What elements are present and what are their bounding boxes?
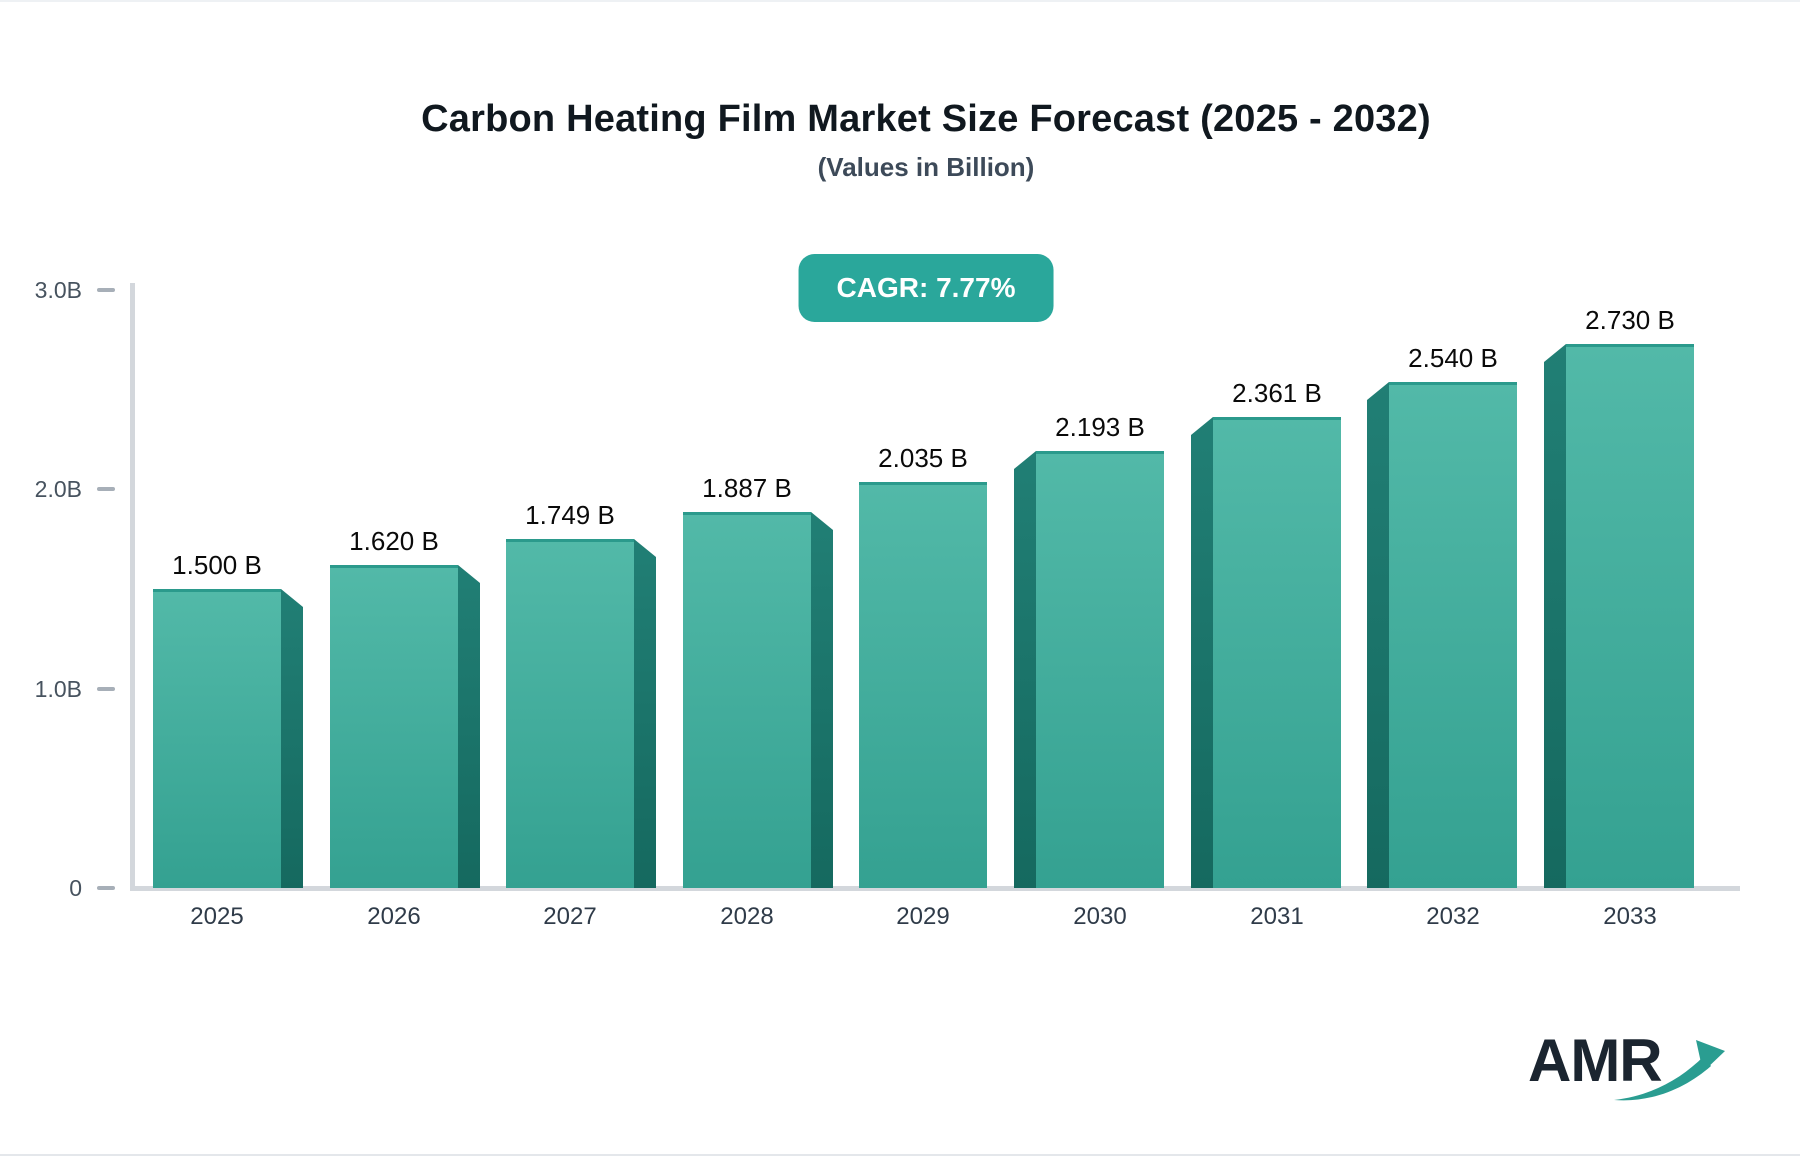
bar xyxy=(859,482,987,888)
bar xyxy=(1367,382,1517,888)
y-tick-label: 0 xyxy=(69,875,82,901)
bar-value-label: 1.749 B xyxy=(525,500,615,530)
y-tick-label: 2.0B xyxy=(34,476,82,502)
chart-title: Carbon Heating Film Market Size Forecast… xyxy=(421,98,1431,140)
bar-value-label: 1.500 B xyxy=(172,550,262,580)
bar-front-face xyxy=(153,589,281,888)
bar-value-label: 2.361 B xyxy=(1232,378,1322,408)
bar xyxy=(153,589,303,888)
bar-side-face xyxy=(458,565,480,888)
amr-logo-text: AMR xyxy=(1528,1027,1663,1094)
bar-value-label: 1.887 B xyxy=(702,473,792,503)
bar-side-face xyxy=(1544,344,1566,888)
x-tick-label: 2028 xyxy=(720,903,774,930)
bar-value-label: 2.035 B xyxy=(878,443,968,473)
x-tick-label: 2029 xyxy=(896,903,950,930)
bar xyxy=(330,565,480,888)
x-tick-label: 2031 xyxy=(1250,903,1304,930)
x-tick-label: 2026 xyxy=(367,903,421,930)
x-axis-baseline xyxy=(130,886,1740,891)
bar-front-face xyxy=(506,539,634,888)
bar xyxy=(683,512,833,888)
cagr-badge: CAGR: 7.77% xyxy=(798,254,1054,322)
bar-front-face xyxy=(1566,344,1694,888)
y-axis-line xyxy=(130,283,135,891)
x-tick-label: 2032 xyxy=(1426,903,1480,930)
bar-value-label: 2.540 B xyxy=(1408,343,1498,373)
bar-side-face xyxy=(281,589,303,888)
amr-logo: AMR xyxy=(1528,1030,1738,1115)
bar xyxy=(1544,344,1694,888)
bar-value-label: 2.730 B xyxy=(1585,305,1675,335)
bar xyxy=(1014,451,1164,888)
x-tick-label: 2030 xyxy=(1073,903,1127,930)
trend-arrow-icon xyxy=(1614,1040,1725,1101)
bar-front-face xyxy=(1036,451,1164,888)
bar-side-face xyxy=(811,512,833,888)
bar-value-label: 2.193 B xyxy=(1055,412,1145,442)
chart-subtitle: (Values in Billion) xyxy=(817,152,1035,182)
bar-front-face xyxy=(859,482,987,888)
bar-front-face xyxy=(1213,417,1341,888)
y-tick-label: 3.0B xyxy=(34,277,82,303)
bar-value-label: 1.620 B xyxy=(349,526,439,556)
y-tick-label: 1.0B xyxy=(34,676,82,702)
x-tick-label: 2033 xyxy=(1603,903,1657,930)
bar-side-face xyxy=(634,539,656,888)
y-tick-mark xyxy=(97,886,115,890)
y-tick-mark xyxy=(97,487,115,491)
bar-front-face xyxy=(330,565,458,888)
bar-side-face xyxy=(1367,382,1389,888)
bar xyxy=(1191,417,1341,888)
x-tick-label: 2025 xyxy=(190,903,244,930)
bar-side-face xyxy=(1014,451,1036,888)
x-tick-label: 2027 xyxy=(543,903,597,930)
y-tick-mark xyxy=(97,288,115,292)
bar-front-face xyxy=(1389,382,1517,888)
bar-front-face xyxy=(683,512,811,888)
bar xyxy=(506,539,656,888)
bar-side-face xyxy=(1191,417,1213,888)
y-tick-mark xyxy=(97,687,115,691)
